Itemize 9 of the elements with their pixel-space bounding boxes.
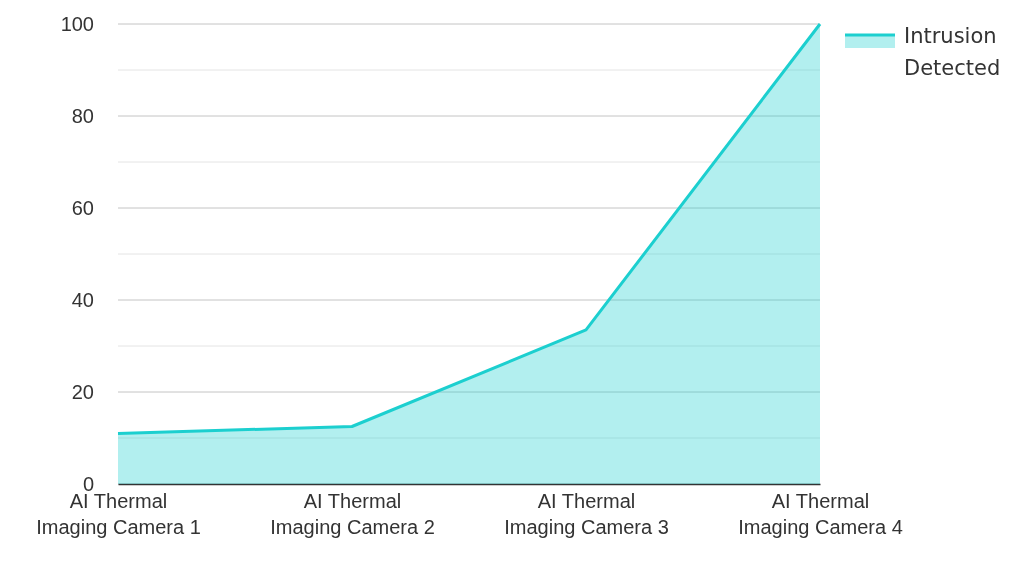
x-tick-label: AI Thermal Imaging Camera 3 <box>504 490 669 539</box>
y-tick-label: 60 <box>71 196 94 219</box>
y-tick-label: 40 <box>71 288 94 311</box>
x-tick-label: AI Thermal Imaging Camera 2 <box>270 490 435 539</box>
x-tick-label: AI Thermal Imaging Camera 4 <box>738 490 903 539</box>
y-tick-label: 20 <box>71 380 94 403</box>
y-tick-label: 100 <box>60 12 94 35</box>
legend-label: Intrusion Detected <box>904 24 1001 80</box>
y-tick-label: 80 <box>71 104 94 127</box>
